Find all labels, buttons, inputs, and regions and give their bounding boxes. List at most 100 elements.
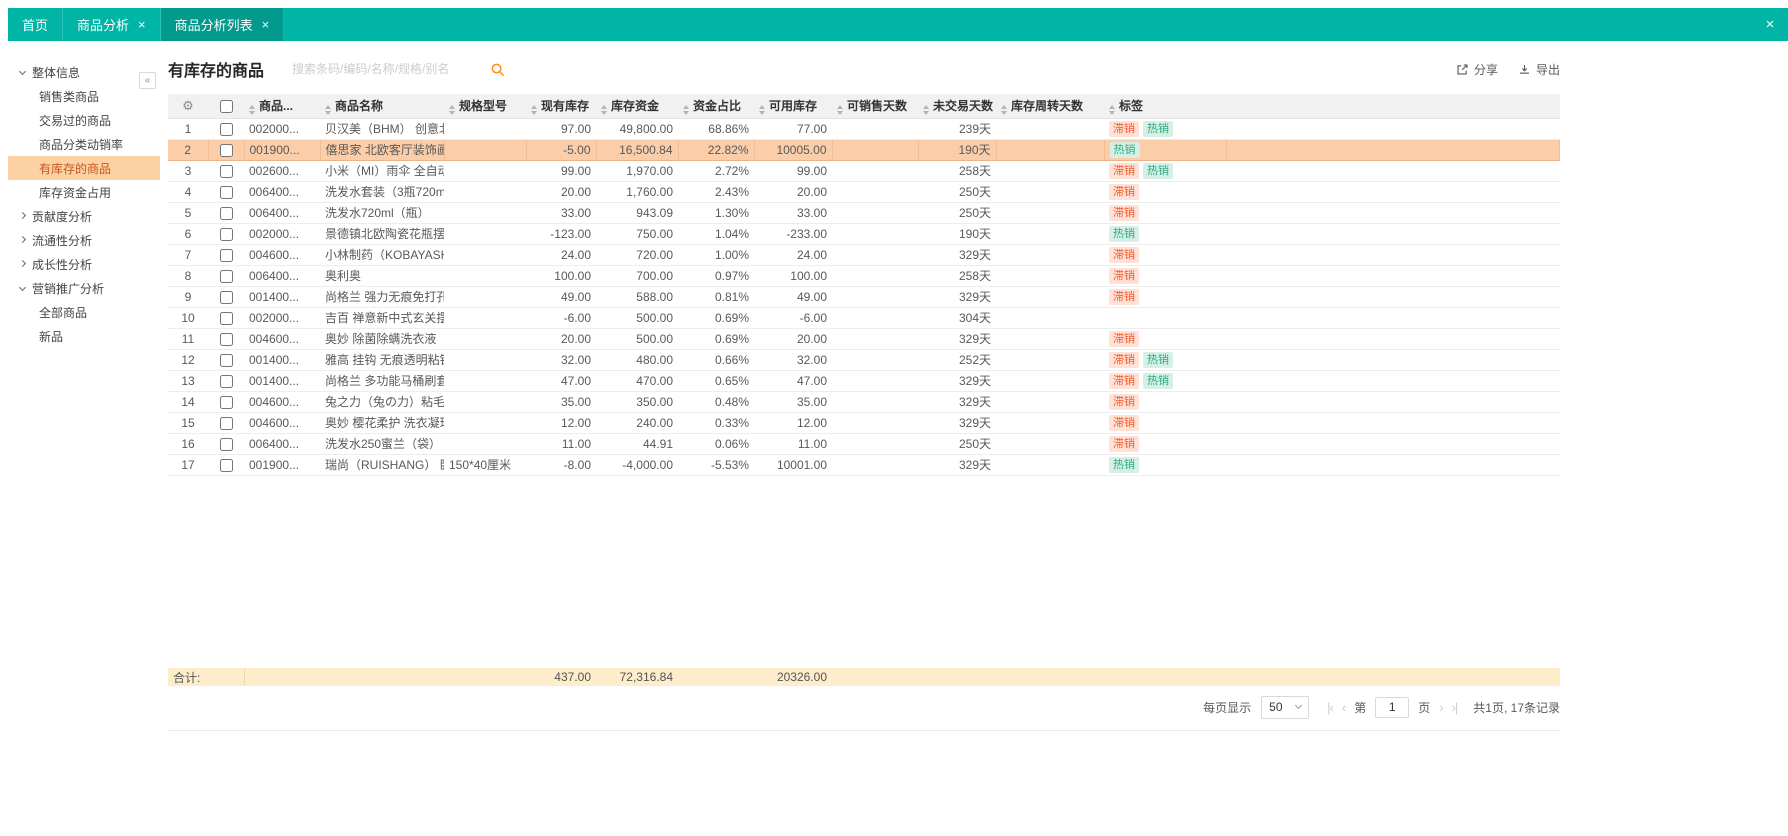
cell-spec bbox=[444, 433, 526, 455]
row-checkbox[interactable] bbox=[219, 164, 233, 178]
cell-ratio: 0.69% bbox=[678, 328, 754, 350]
export-button[interactable]: 导出 bbox=[1518, 61, 1560, 78]
column-label: 库存周转天数 bbox=[1011, 98, 1084, 113]
table-row[interactable]: 8 006400... 奥利奥 100.00 700.00 0.97% 100.00 258天… bbox=[168, 265, 1560, 287]
sidebar-item-新品[interactable]: 新品 bbox=[8, 324, 160, 348]
row-checkbox[interactable] bbox=[219, 227, 233, 241]
row-checkbox[interactable] bbox=[219, 374, 233, 388]
column-header-现有库存[interactable]: 现有库存 bbox=[526, 94, 596, 119]
row-checkbox[interactable] bbox=[219, 311, 233, 325]
cell-name: 尚格兰 多功能马桶刷套装 马 bbox=[320, 370, 444, 392]
sidebar-item-商品分类动销率[interactable]: 商品分类动销率 bbox=[8, 132, 160, 156]
tag-滞销: 滞销 bbox=[1109, 288, 1139, 305]
table-row[interactable]: 5 006400... 洗发水720ml（瓶） 33.00 943.09 1.30% 33.… bbox=[168, 202, 1560, 224]
cell-tags: 滞销 bbox=[1104, 433, 1226, 455]
settings-gear-icon[interactable]: ⚙ bbox=[168, 94, 208, 119]
table-row[interactable]: 2 001900...僖思家 北欧客厅装饰画卧室 -5.0016,500.8422.… bbox=[168, 139, 1560, 161]
first-page-button[interactable]: |‹ bbox=[1327, 699, 1334, 715]
cell-fund: 470.00 bbox=[596, 370, 678, 392]
cell-spec bbox=[444, 391, 526, 413]
sidebar-item-营销推广分析[interactable]: 营销推广分析 bbox=[8, 276, 160, 300]
column-header-库存资金[interactable]: 库存资金 bbox=[596, 94, 678, 119]
column-header-商品名称[interactable]: 商品名称 bbox=[320, 94, 444, 119]
close-all-icon[interactable]: × bbox=[1765, 16, 1775, 33]
row-checkbox[interactable] bbox=[219, 437, 233, 451]
sidebar-item-流通性分析[interactable]: 流通性分析 bbox=[8, 228, 160, 252]
row-checkbox[interactable] bbox=[219, 248, 233, 262]
table-row[interactable]: 14004600...兔之力（兔の力）粘毛器粘35.00350.000.48%3… bbox=[168, 391, 1560, 413]
tag-滞销: 滞销 bbox=[1109, 330, 1139, 347]
row-checkbox[interactable] bbox=[219, 395, 233, 409]
cell-filler bbox=[1226, 349, 1560, 371]
page-size-select[interactable]: 50 bbox=[1261, 695, 1310, 719]
sidebar-item-label: 贡献度分析 bbox=[32, 209, 93, 224]
column-header-库存周转天数[interactable]: 库存周转天数 bbox=[996, 94, 1104, 119]
column-header-可销售天数[interactable]: 可销售天数 bbox=[832, 94, 918, 119]
page-number-input[interactable] bbox=[1375, 696, 1410, 718]
tab-商品分析[interactable]: 商品分析 × bbox=[63, 8, 161, 41]
row-checkbox[interactable] bbox=[219, 458, 233, 472]
sidebar-item-销售类商品[interactable]: 销售类商品 bbox=[8, 84, 160, 108]
pager: |‹ ‹ 第 页 › ›| bbox=[1327, 696, 1459, 718]
row-checkbox[interactable] bbox=[219, 143, 233, 157]
search-box bbox=[292, 62, 505, 77]
column-header-可用库存[interactable]: 可用库存 bbox=[754, 94, 832, 119]
search-input[interactable] bbox=[292, 62, 483, 76]
sidebar-item-全部商品[interactable]: 全部商品 bbox=[8, 300, 160, 324]
sidebar-item-交易过的商品[interactable]: 交易过的商品 bbox=[8, 108, 160, 132]
table-row[interactable]: 17 001900...瑞尚（RUISHANG） 卧室装150*40厘米-8.00… bbox=[168, 454, 1560, 476]
cell-code: 001900... bbox=[244, 139, 321, 161]
cell-filler bbox=[1226, 307, 1560, 329]
sidebar-collapse-button[interactable]: « bbox=[139, 72, 156, 89]
prev-page-button[interactable]: ‹ bbox=[1341, 699, 1346, 715]
sidebar-item-有库存的商品[interactable]: 有库存的商品 bbox=[8, 156, 160, 180]
search-icon[interactable] bbox=[490, 62, 505, 77]
table-row[interactable]: 6 002000...景德镇北欧陶瓷花瓶摆件 优 -123.00750.001.04… bbox=[168, 223, 1560, 245]
row-checkbox[interactable] bbox=[219, 206, 233, 220]
sidebar-item-成长性分析[interactable]: 成长性分析 bbox=[8, 252, 160, 276]
sidebar-item-整体信息[interactable]: 整体信息 bbox=[8, 60, 160, 84]
column-header-标签[interactable]: 标签 bbox=[1104, 94, 1226, 119]
row-checkbox[interactable] bbox=[219, 185, 233, 199]
cell-available: 47.00 bbox=[754, 370, 832, 392]
table-row[interactable]: 7004600...小林制药（KOBAYASHI）日24.00720.001.0… bbox=[168, 244, 1560, 266]
row-checkbox[interactable] bbox=[219, 353, 233, 367]
row-checkbox[interactable] bbox=[219, 332, 233, 346]
tag-滞销: 滞销 bbox=[1109, 120, 1139, 137]
cell-filler bbox=[1226, 118, 1560, 140]
cell-filler bbox=[1226, 391, 1560, 413]
table-row[interactable]: 16 006400... 洗发水250蜜兰（袋） 11.00 44.91 0.06% 11.… bbox=[168, 433, 1560, 455]
row-checkbox[interactable] bbox=[219, 269, 233, 283]
totals-available: 20326.00 bbox=[754, 668, 832, 686]
share-button[interactable]: 分享 bbox=[1456, 61, 1498, 78]
column-header-资金占比[interactable]: 资金占比 bbox=[678, 94, 754, 119]
table-row[interactable]: 4006400...洗发水套装（3瓶720ml+1瓶20.001,760.002… bbox=[168, 181, 1560, 203]
cell-saleable_days bbox=[832, 454, 918, 476]
row-checkbox[interactable] bbox=[219, 290, 233, 304]
tab-首页[interactable]: 首页 bbox=[8, 8, 64, 41]
column-header-商品...[interactable]: 商品... bbox=[244, 94, 320, 119]
tab-商品分析列表[interactable]: 商品分析列表 × bbox=[160, 8, 285, 41]
tab-close-icon[interactable]: × bbox=[261, 17, 270, 32]
tag-滞销: 滞销 bbox=[1109, 393, 1139, 410]
select-all-checkbox[interactable] bbox=[219, 99, 233, 113]
table-row[interactable]: 11 004600... 奥妙 除菌除螨洗衣液 20.00 500.00 0.69% 20.… bbox=[168, 328, 1560, 350]
last-page-button[interactable]: ›| bbox=[1451, 699, 1459, 715]
next-page-button[interactable]: › bbox=[1439, 699, 1443, 715]
row-checkbox[interactable] bbox=[219, 416, 233, 430]
tab-close-icon[interactable]: × bbox=[138, 17, 146, 32]
cell-stock: 32.00 bbox=[526, 349, 596, 371]
cell-name: 尚格兰 强力无痕免打孔浴室 bbox=[320, 286, 444, 308]
column-header-未交易天数[interactable]: 未交易天数 bbox=[918, 94, 996, 119]
sidebar-item-贡献度分析[interactable]: 贡献度分析 bbox=[8, 204, 160, 228]
column-header-规格型号[interactable]: 规格型号 bbox=[444, 94, 526, 119]
sidebar-item-库存资金占用[interactable]: 库存资金占用 bbox=[8, 180, 160, 204]
row-checkbox[interactable] bbox=[219, 122, 233, 136]
table-row[interactable]: 1 002000...贝汉美（BHM） 创意北欧陶瓷 97.0049,800.006… bbox=[168, 118, 1560, 140]
